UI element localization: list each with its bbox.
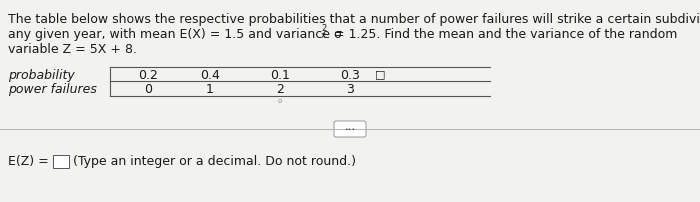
Text: The table below shows the respective probabilities that a number of power failur: The table below shows the respective pro…: [8, 13, 700, 26]
Text: power failures: power failures: [8, 83, 97, 96]
Text: 0: 0: [144, 83, 152, 96]
Text: 0.3: 0.3: [340, 69, 360, 82]
Text: •••: •••: [344, 127, 356, 132]
Text: x: x: [321, 31, 326, 40]
Text: any given year, with mean E(X) = 1.5 and variance σ: any given year, with mean E(X) = 1.5 and…: [8, 28, 342, 41]
Text: 1: 1: [206, 83, 214, 96]
Text: 0.2: 0.2: [138, 69, 158, 82]
Text: E(Z) =: E(Z) =: [8, 154, 49, 167]
Text: variable Z = 5X + 8.: variable Z = 5X + 8.: [8, 43, 137, 56]
Bar: [53, 155, 69, 168]
Text: 3: 3: [346, 83, 354, 96]
Text: □: □: [375, 69, 386, 79]
Text: 2: 2: [321, 24, 326, 33]
Text: 0.4: 0.4: [200, 69, 220, 82]
Text: (Type an integer or a decimal. Do not round.): (Type an integer or a decimal. Do not ro…: [73, 154, 356, 167]
Text: 0.1: 0.1: [270, 69, 290, 82]
Text: 2: 2: [276, 83, 284, 96]
Text: = 1.25. Find the mean and the variance of the random: = 1.25. Find the mean and the variance o…: [330, 28, 678, 41]
Text: probability: probability: [8, 69, 75, 82]
Text: o: o: [278, 98, 282, 103]
FancyBboxPatch shape: [334, 121, 366, 137]
